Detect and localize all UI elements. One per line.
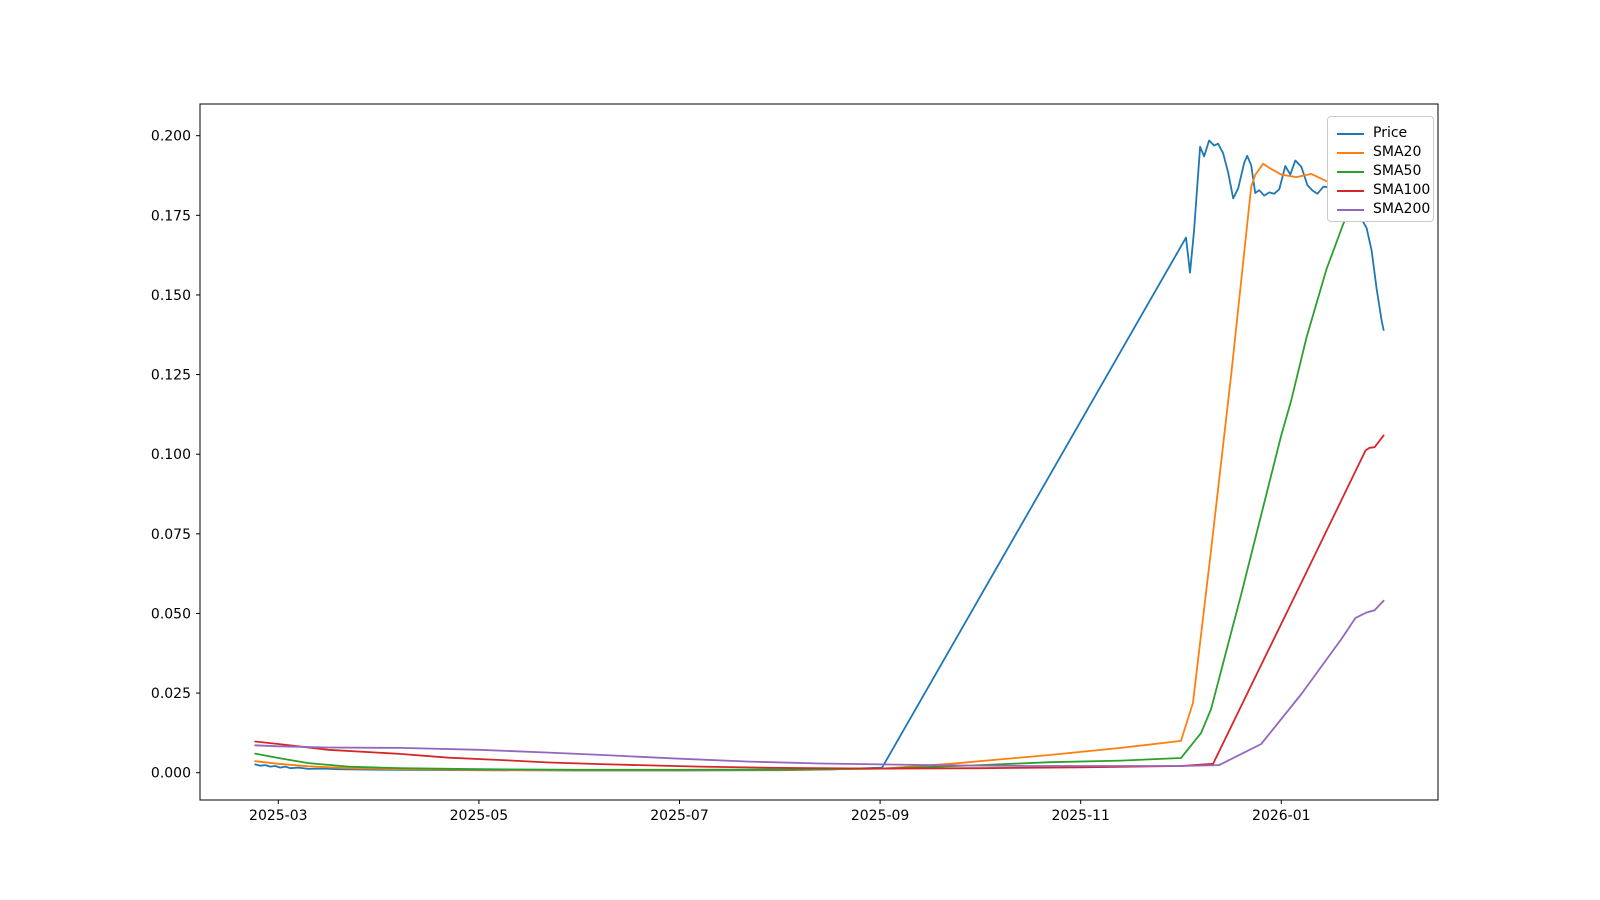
- x-tick-label: 2025-03: [249, 808, 308, 824]
- y-tick-label: 0.100: [151, 447, 191, 463]
- y-tick-label: 0.125: [151, 368, 191, 384]
- x-tick-label: 2025-11: [1051, 808, 1110, 824]
- x-tick-label: 2025-09: [851, 808, 910, 824]
- x-tick-label: 2026-01: [1252, 808, 1311, 824]
- series-line-sma50: [254, 157, 1385, 771]
- legend-line-sample: [1337, 208, 1364, 211]
- x-tick-label: 2025-07: [650, 808, 709, 824]
- y-tick-label: 0.025: [151, 686, 191, 702]
- legend-line-sample: [1337, 132, 1364, 135]
- legend-entry-sma50: SMA50: [1337, 162, 1424, 181]
- series-line-price: [254, 139, 1385, 772]
- y-tick-label: 0.200: [151, 129, 191, 145]
- series-line-sma100: [254, 434, 1385, 770]
- series-line-sma20: [254, 162, 1385, 772]
- y-tick-label: 0.150: [151, 288, 191, 304]
- legend-line-sample: [1337, 170, 1364, 173]
- legend-label: SMA200: [1373, 201, 1431, 217]
- chart-legend: Price SMA20 SMA50 SMA100 SMA200: [1327, 116, 1434, 222]
- legend-entry-sma200: SMA200: [1337, 200, 1430, 219]
- x-axis-ticks: 2025-03 2025-05 2025-07 2025-09 2025-11 2026-…: [249, 800, 1311, 824]
- legend-line-sample: [1337, 151, 1364, 154]
- legend-label: SMA20: [1373, 144, 1422, 160]
- y-tick-label: 0.050: [151, 606, 191, 622]
- x-tick-label: 2025-05: [450, 808, 509, 824]
- y-axis-ticks: 0.000 0.025 0.050 0.075 0.100 0.125 0.150 0.175…: [151, 129, 200, 782]
- y-tick-label: 0.175: [151, 208, 191, 224]
- legend-entry-price: Price: [1337, 124, 1424, 143]
- series-lines: [254, 139, 1385, 772]
- legend-label: Price: [1373, 125, 1408, 141]
- legend-entry-sma100: SMA100: [1337, 181, 1430, 200]
- legend-label: SMA100: [1373, 182, 1431, 198]
- legend-line-sample: [1337, 189, 1364, 192]
- y-tick-label: 0.075: [151, 527, 191, 543]
- plot-border: [199, 103, 1439, 801]
- legend-entry-sma20: SMA20: [1337, 143, 1424, 162]
- y-tick-label: 0.000: [151, 766, 191, 782]
- series-line-sma200: [254, 599, 1385, 767]
- legend-label: SMA50: [1373, 163, 1422, 179]
